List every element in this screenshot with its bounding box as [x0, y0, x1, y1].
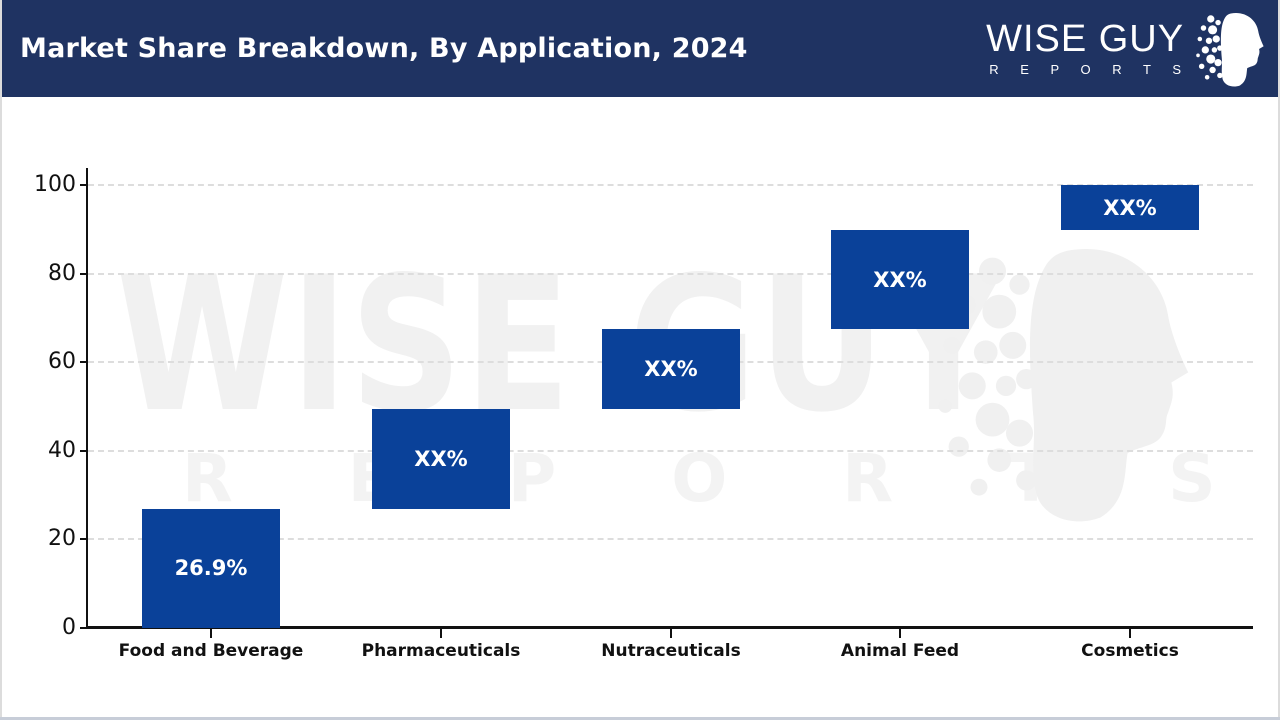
bar-value-label: XX%: [1103, 195, 1157, 220]
gridline: [88, 538, 1253, 541]
gridline: [88, 184, 1253, 186]
y-axis-tick: [80, 361, 88, 364]
x-axis-tick: [440, 629, 442, 638]
x-axis-tick: [899, 629, 901, 638]
x-axis-category-label: Cosmetics: [1081, 641, 1179, 661]
bar-food-and-beverage: 26.9%: [142, 508, 280, 628]
x-axis-tick: [670, 629, 672, 638]
bar-animal-feed: XX%: [831, 230, 969, 330]
y-axis-tick-label: 40: [48, 437, 76, 463]
logo-subtitle: R E P O R T S: [989, 62, 1190, 77]
y-axis-tick: [80, 449, 88, 452]
y-axis-tick-label: 60: [48, 349, 76, 375]
bar-value-label: XX%: [644, 357, 698, 382]
bar-value-label: XX%: [873, 267, 927, 292]
chart-title: Market Share Breakdown, By Application, …: [20, 33, 748, 64]
x-axis-tick: [1129, 629, 1131, 638]
x-axis-category-label: Nutraceuticals: [601, 641, 741, 661]
bar-pharmaceuticals: XX%: [372, 409, 510, 509]
y-axis-tick-label: 100: [34, 172, 76, 197]
y-axis-tick: [80, 627, 88, 629]
y-axis-line: [86, 168, 88, 629]
bar-nutraceuticals: XX%: [602, 329, 740, 410]
y-axis-tick-label: 0: [62, 615, 76, 640]
y-axis-tick-label: 80: [48, 260, 76, 286]
logo-wordmark: WISE GUY: [986, 18, 1185, 60]
x-axis-category-label: Pharmaceuticals: [361, 641, 521, 661]
y-axis-tick: [80, 272, 88, 275]
bar-value-label: 26.9%: [174, 556, 248, 581]
header: Market Share Breakdown, By Application, …: [0, 0, 1280, 97]
bar-cosmetics: XX%: [1061, 185, 1199, 231]
wiseguy-logo: WISE GUY R E P O R T S: [980, 8, 1266, 90]
y-axis-tick: [80, 184, 88, 186]
x-axis-category-label: Food and Beverage: [118, 641, 304, 661]
x-axis-category-label: Animal Feed: [840, 641, 960, 661]
logo-text: WISE GUY R E P O R T S: [980, 20, 1190, 77]
x-axis-tick: [210, 629, 212, 638]
gridline: [88, 272, 1253, 275]
x-axis-line: [86, 626, 1253, 629]
gridline: [88, 449, 1253, 452]
bar-value-label: XX%: [414, 446, 468, 471]
y-axis-tick-label: 20: [48, 526, 76, 552]
y-axis-tick: [80, 538, 88, 541]
